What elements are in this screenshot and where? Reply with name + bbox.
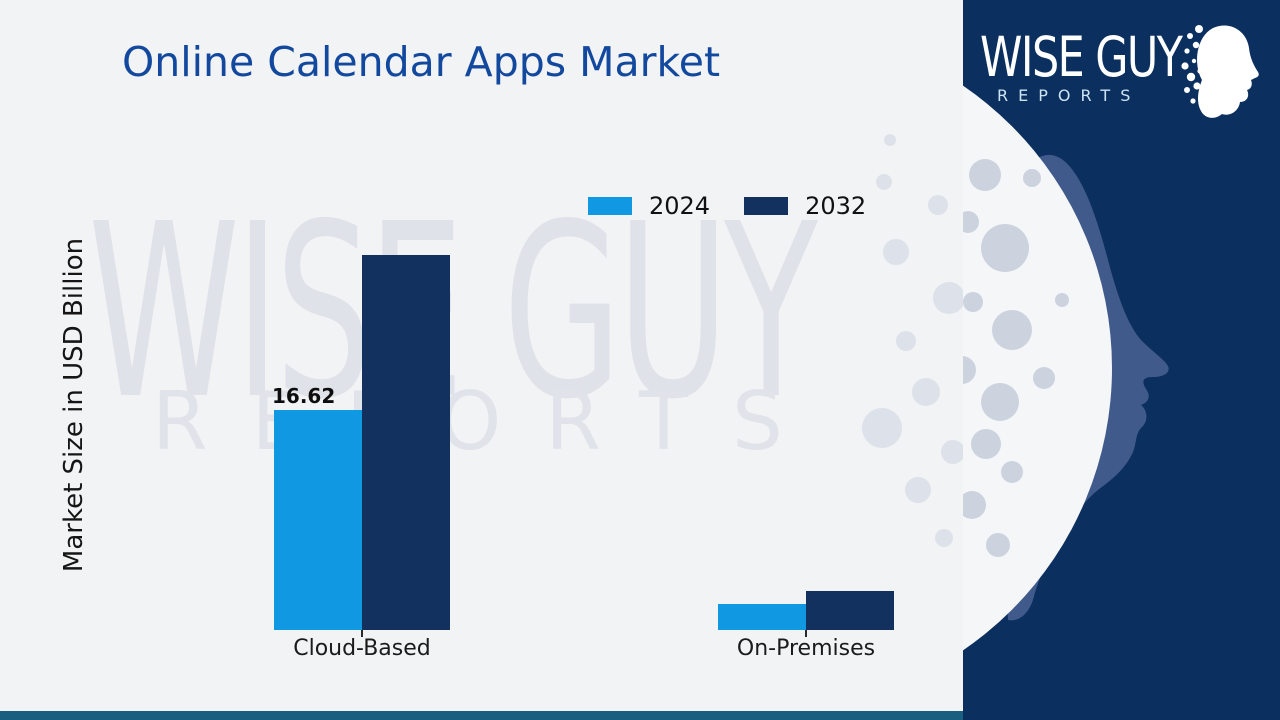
category-label-cloud-based: Cloud-Based [293, 636, 431, 661]
head-profile-dots-icon [1181, 25, 1259, 118]
chart-title: Online Calendar Apps Market [122, 38, 721, 86]
sphere-blob [969, 159, 1001, 191]
brand-panel: WISE GUY REPORTS [963, 0, 1280, 720]
x-axis-tick [805, 630, 807, 637]
legend: 2024 2032 [588, 192, 866, 220]
watermark-dot [933, 282, 965, 314]
watermark-dot [941, 440, 965, 464]
legend-item-2024: 2024 [588, 192, 710, 220]
watermark-dot [905, 477, 931, 503]
category-label-on-premises: On-Premises [736, 636, 876, 661]
sphere-blob [981, 224, 1029, 272]
sphere-blob [963, 292, 983, 312]
legend-swatch-2032 [744, 197, 789, 215]
sphere-blob [971, 429, 1001, 459]
brand-subtitle-text: REPORTS [997, 86, 1141, 105]
sphere-blob [963, 356, 976, 384]
sphere-blob [981, 383, 1019, 421]
brand-name-text: WISE GUY [980, 25, 1183, 89]
bar-on-premises-2032 [806, 591, 894, 630]
legend-label-2024: 2024 [649, 192, 711, 220]
sphere-blob [963, 211, 979, 233]
sphere-blob [1001, 461, 1023, 483]
watermark-dot [935, 529, 953, 547]
watermark-dot [884, 134, 896, 146]
watermark-dot [883, 239, 909, 265]
watermark-dot [912, 378, 940, 406]
brand-logo: WISE GUY REPORTS [963, 0, 1280, 140]
legend-swatch-2024 [588, 197, 632, 215]
bar-cloud-based-2032 [362, 255, 450, 630]
legend-item-2032: 2032 [744, 192, 866, 220]
bottom-accent-bar [0, 711, 1280, 720]
sphere-blob [1033, 367, 1055, 389]
bar-on-premises-2024 [718, 604, 806, 630]
sphere-blob [1023, 169, 1041, 187]
sphere-blob [992, 310, 1032, 350]
watermark-dot [876, 174, 892, 190]
value-label-cloud-based-2024: 16.62 [272, 384, 336, 408]
watermark-dot [862, 408, 902, 448]
x-axis-tick [361, 630, 363, 637]
bar-cloud-based-2024 [274, 410, 362, 630]
sphere-blob [963, 491, 986, 519]
sphere-blob [1055, 293, 1069, 307]
sphere-blob [986, 533, 1010, 557]
watermark-dot [928, 195, 948, 215]
legend-label-2032: 2032 [805, 192, 867, 220]
watermark-wiseguy-text: WISE GUY [88, 172, 818, 452]
watermark-dot [896, 331, 916, 351]
watermark-reports-text: REPORTS [152, 375, 827, 468]
